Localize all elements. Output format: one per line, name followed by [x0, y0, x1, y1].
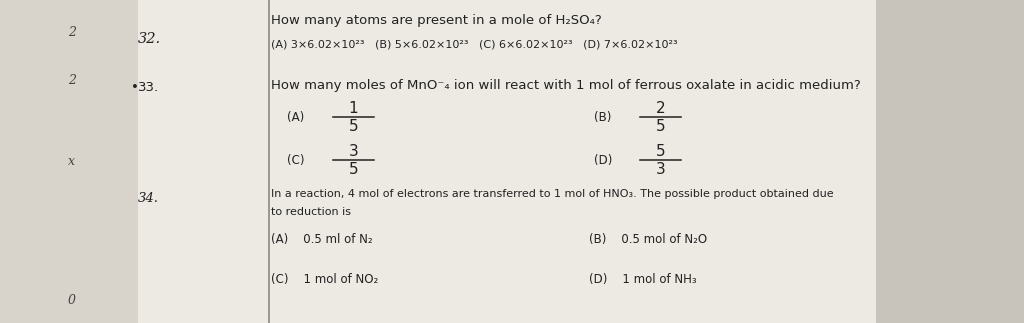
Text: (B)    0.5 mol of N₂O: (B) 0.5 mol of N₂O — [589, 233, 707, 246]
Text: 2: 2 — [68, 26, 76, 39]
Text: 34.: 34. — [138, 192, 160, 205]
Text: (D)    1 mol of NH₃: (D) 1 mol of NH₃ — [589, 273, 696, 286]
Text: 3: 3 — [655, 162, 666, 177]
Text: (A): (A) — [287, 111, 304, 124]
Text: 0: 0 — [68, 294, 76, 307]
Text: 33.: 33. — [138, 81, 160, 94]
Text: 1: 1 — [348, 101, 358, 116]
Text: (C): (C) — [287, 154, 304, 167]
FancyBboxPatch shape — [876, 0, 1024, 323]
Text: In a reaction, 4 mol of electrons are transferred to 1 mol of HNO₃. The possible: In a reaction, 4 mol of electrons are tr… — [271, 189, 834, 199]
Text: 5: 5 — [655, 119, 666, 134]
Text: How many atoms are present in a mole of H₂SO₄?: How many atoms are present in a mole of … — [271, 15, 602, 27]
Text: 5: 5 — [348, 162, 358, 177]
Text: (D): (D) — [594, 154, 612, 167]
Text: to reduction is: to reduction is — [271, 207, 351, 216]
Text: (B): (B) — [594, 111, 611, 124]
Text: 2: 2 — [655, 101, 666, 116]
Text: 5: 5 — [348, 119, 358, 134]
Text: 32.: 32. — [138, 32, 162, 46]
Text: 3: 3 — [348, 144, 358, 159]
Text: •: • — [131, 81, 139, 94]
Text: (C)    1 mol of NO₂: (C) 1 mol of NO₂ — [271, 273, 379, 286]
FancyBboxPatch shape — [138, 0, 876, 323]
Text: (A) 3×6.02×10²³   (B) 5×6.02×10²³   (C) 6×6.02×10²³   (D) 7×6.02×10²³: (A) 3×6.02×10²³ (B) 5×6.02×10²³ (C) 6×6.… — [271, 40, 678, 49]
Text: 2: 2 — [68, 74, 76, 87]
Text: (A)    0.5 ml of N₂: (A) 0.5 ml of N₂ — [271, 233, 373, 246]
Text: How many moles of MnO⁻₄ ion will react with 1 mol of ferrous oxalate in acidic m: How many moles of MnO⁻₄ ion will react w… — [271, 79, 861, 92]
Text: 5: 5 — [655, 144, 666, 159]
Text: x: x — [69, 155, 75, 168]
